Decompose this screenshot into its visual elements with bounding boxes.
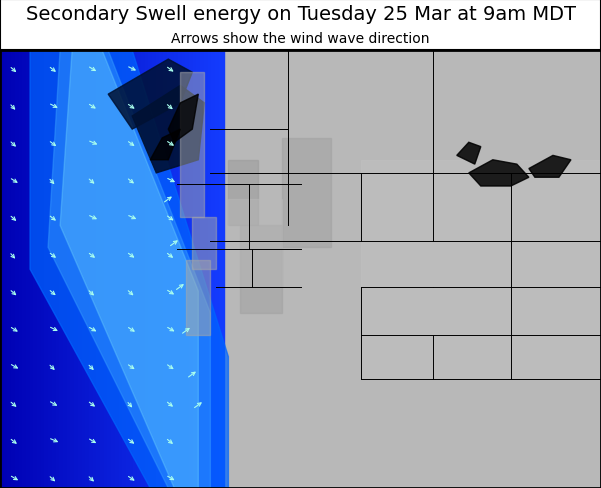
Bar — [55, 51, 61, 488]
Bar — [118, 51, 124, 488]
Bar — [44, 51, 49, 488]
Bar — [48, 51, 53, 488]
Bar — [200, 51, 205, 488]
Polygon shape — [168, 95, 198, 143]
Bar — [137, 51, 142, 488]
Bar — [166, 51, 172, 488]
Polygon shape — [132, 86, 204, 174]
Bar — [115, 51, 120, 488]
Bar — [361, 161, 601, 379]
Text: Arrows show the wind wave direction: Arrows show the wind wave direction — [171, 31, 430, 45]
Bar — [70, 51, 75, 488]
Bar — [19, 51, 23, 488]
Bar — [123, 51, 127, 488]
Bar — [180, 73, 204, 217]
Polygon shape — [48, 51, 210, 488]
Bar — [148, 51, 153, 488]
Bar — [130, 51, 135, 488]
Bar — [185, 51, 190, 488]
Text: Secondary Swell energy on Tuesday 25 Mar at 9am MDT: Secondary Swell energy on Tuesday 25 Mar… — [25, 5, 576, 24]
Bar — [78, 51, 83, 488]
Bar — [67, 51, 72, 488]
Bar — [100, 51, 105, 488]
Bar — [178, 51, 183, 488]
Bar — [212, 51, 216, 488]
Bar — [152, 51, 157, 488]
Bar — [215, 51, 220, 488]
Bar — [29, 51, 34, 488]
Polygon shape — [469, 161, 529, 186]
Bar — [15, 51, 20, 488]
Bar — [192, 217, 216, 269]
Bar — [207, 51, 213, 488]
Bar — [37, 51, 42, 488]
Bar — [85, 51, 90, 488]
Bar — [11, 51, 16, 488]
Bar — [228, 161, 258, 226]
Bar — [133, 51, 138, 488]
Bar — [108, 51, 112, 488]
Bar — [182, 51, 186, 488]
Bar — [96, 51, 101, 488]
Bar — [74, 51, 79, 488]
Polygon shape — [529, 156, 571, 178]
Bar — [89, 51, 94, 488]
Bar — [163, 51, 168, 488]
Bar — [41, 51, 46, 488]
Bar — [141, 51, 146, 488]
Bar — [219, 51, 224, 488]
Bar — [240, 226, 282, 313]
Bar — [186, 261, 210, 335]
Bar — [82, 51, 87, 488]
Bar — [197, 51, 201, 488]
Polygon shape — [150, 130, 180, 161]
Polygon shape — [108, 60, 192, 130]
Polygon shape — [457, 143, 481, 165]
Bar — [282, 139, 331, 248]
Bar — [63, 51, 68, 488]
Bar — [34, 51, 38, 488]
Bar — [7, 51, 12, 488]
Bar — [93, 51, 97, 488]
Bar — [193, 51, 198, 488]
Bar — [156, 51, 160, 488]
Bar — [126, 51, 131, 488]
Bar — [4, 51, 8, 488]
Bar — [111, 51, 116, 488]
Bar — [145, 51, 150, 488]
Bar — [104, 51, 109, 488]
Polygon shape — [30, 51, 228, 488]
Bar — [174, 51, 179, 488]
Bar — [52, 51, 56, 488]
Bar — [228, 200, 282, 287]
Bar — [189, 51, 194, 488]
Bar — [59, 51, 64, 488]
Bar — [26, 51, 31, 488]
Bar — [0, 51, 5, 488]
Bar — [204, 51, 209, 488]
Bar — [171, 51, 175, 488]
Polygon shape — [60, 51, 198, 488]
Bar — [159, 51, 164, 488]
Bar — [22, 51, 27, 488]
